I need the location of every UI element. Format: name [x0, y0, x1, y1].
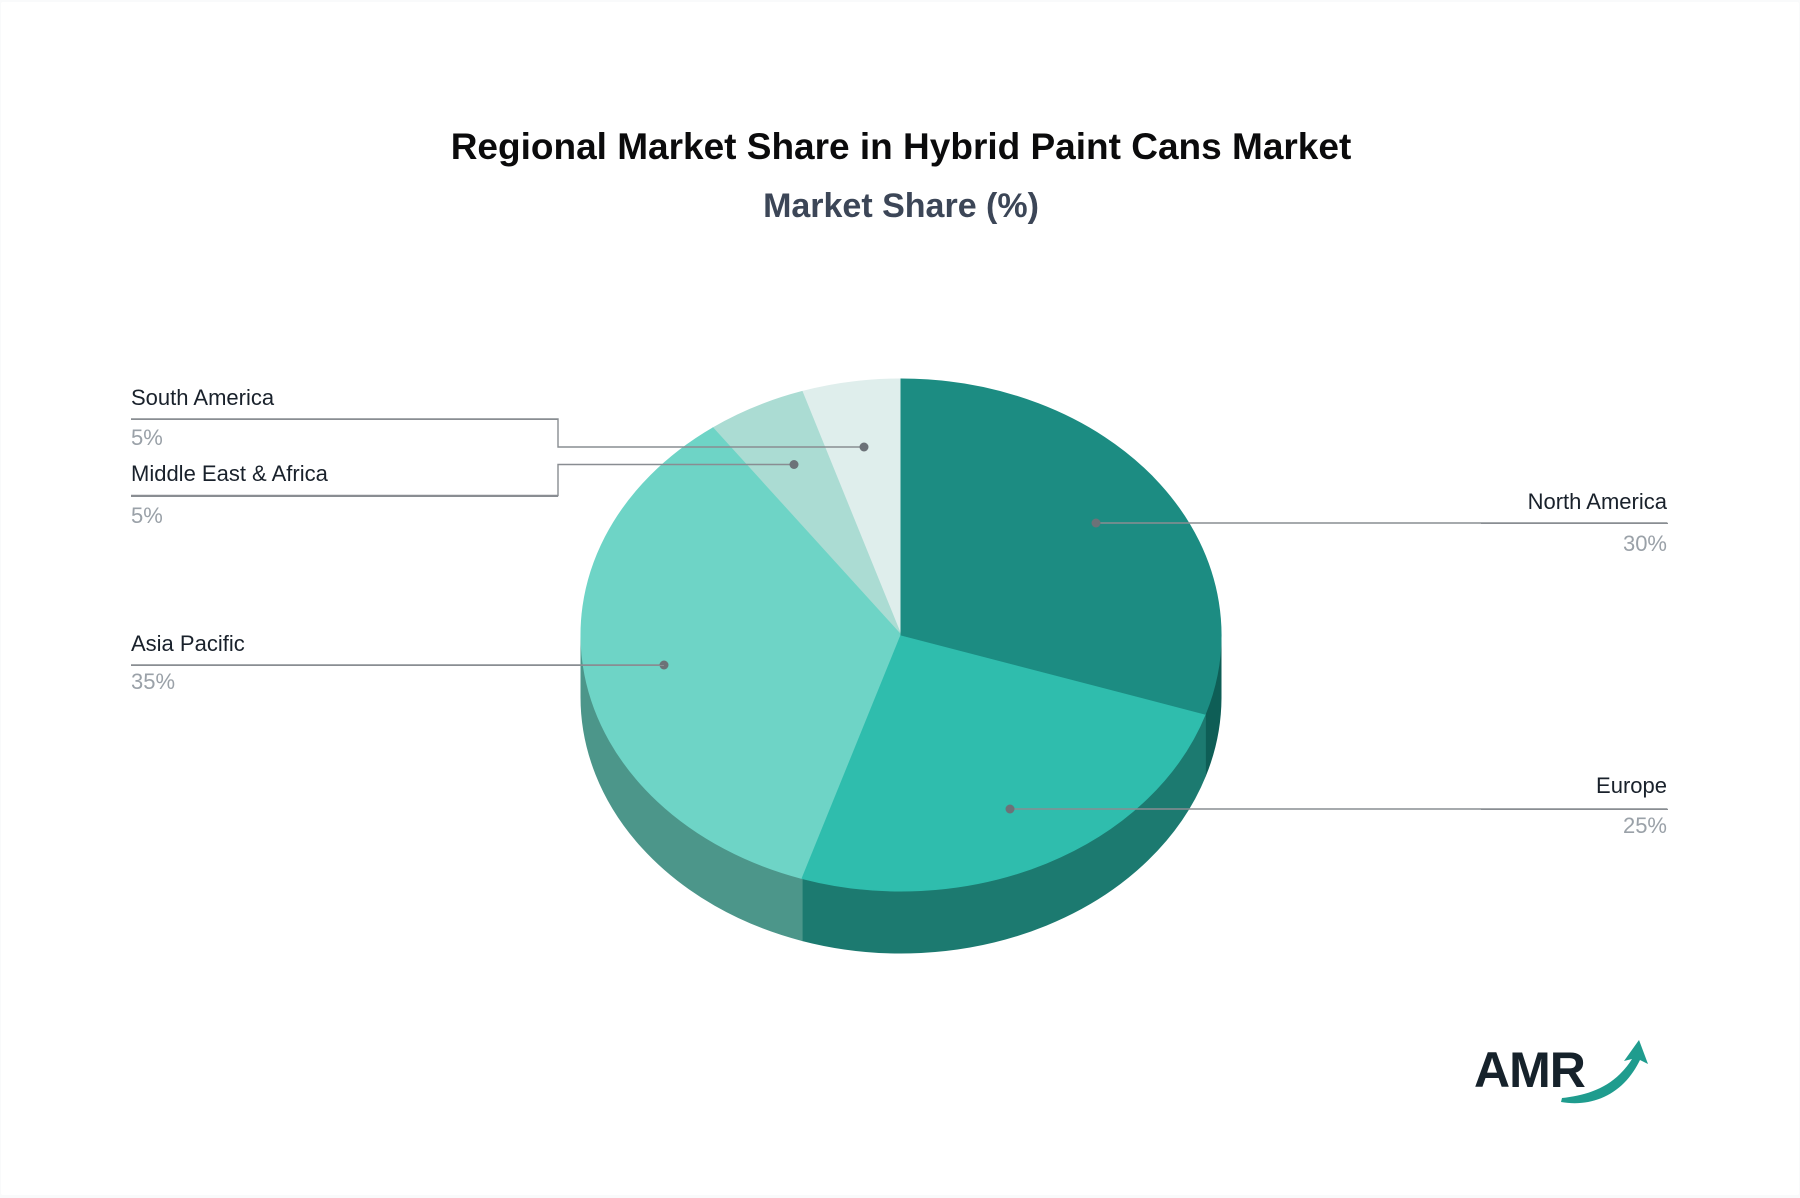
svg-text:AMR: AMR	[1474, 1042, 1586, 1098]
